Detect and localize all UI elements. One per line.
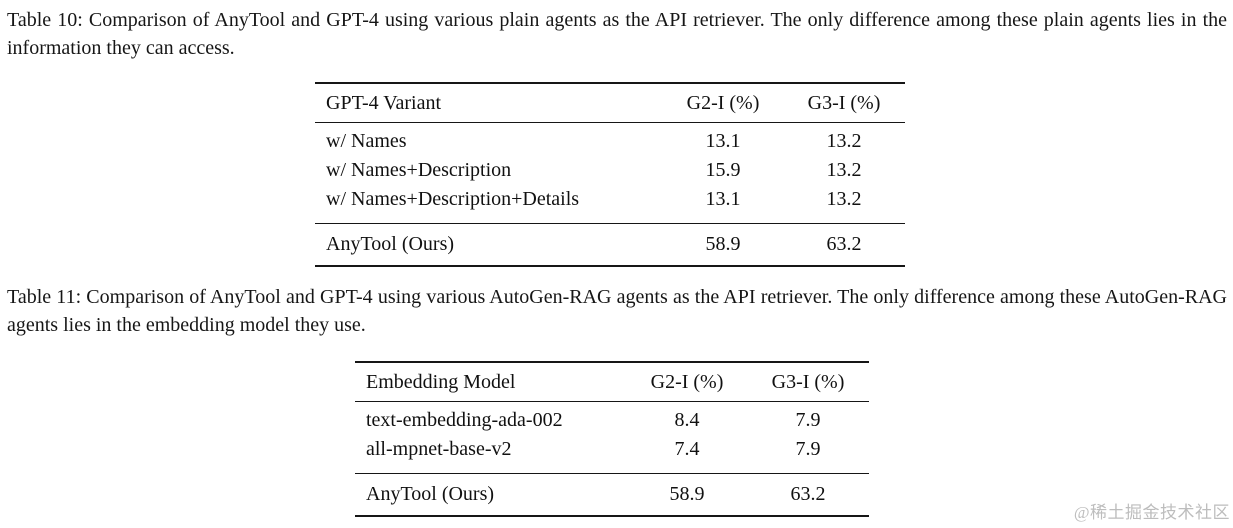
table-11-header-g3i: G3-I (%) [771, 370, 845, 393]
table-10-body: w/ Names 13.1 13.2 w/ Names+Description … [315, 123, 905, 223]
row-g2i-value: 7.4 [674, 438, 700, 460]
table-11-header-row: Embedding Model G2-I (%) G3-I (%) [355, 363, 869, 402]
table-row: all-mpnet-base-v2 7.4 7.9 [355, 435, 869, 464]
table-row: text-embedding-ada-002 8.4 7.9 [355, 406, 869, 435]
row-label: w/ Names [326, 130, 407, 152]
row-g2i-value: 15.9 [705, 159, 741, 181]
row-g3i-value: 63.2 [790, 483, 826, 505]
row-label: all-mpnet-base-v2 [366, 438, 512, 460]
row-label: AnyTool (Ours) [366, 483, 495, 505]
table-10-header-variant: GPT-4 Variant [326, 91, 441, 114]
row-label: AnyTool (Ours) [326, 233, 455, 255]
row-g3i-value: 63.2 [826, 233, 862, 255]
table-10-header-g3i: G3-I (%) [807, 91, 881, 114]
table-11-header-model: Embedding Model [366, 370, 516, 393]
row-g2i-value: 13.1 [705, 130, 741, 152]
row-g2i-value: 8.4 [674, 409, 700, 431]
table-10-caption: Table 10: Comparison of AnyTool and GPT-… [7, 9, 1227, 59]
row-label: w/ Names+Description [326, 159, 512, 181]
row-g2i-value: 58.9 [669, 483, 705, 505]
row-label: text-embedding-ada-002 [366, 409, 563, 431]
table-row: w/ Names+Description+Details 13.1 13.2 [315, 185, 905, 214]
table-11: Embedding Model G2-I (%) G3-I (%) text-e… [355, 361, 869, 517]
juejin-watermark: @稀土掘金技术社区 [1073, 503, 1230, 522]
table-11-caption: Table 11: Comparison of AnyTool and GPT-… [7, 286, 1227, 336]
table-10-header-g2i: G2-I (%) [686, 91, 760, 114]
row-g3i-value: 7.9 [795, 438, 821, 460]
table-11-anytool-row: AnyTool (Ours) 58.9 63.2 [355, 474, 869, 515]
row-g3i-value: 13.2 [826, 159, 862, 181]
row-label: w/ Names+Description+Details [326, 188, 580, 210]
table-10-header-row: GPT-4 Variant G2-I (%) G3-I (%) [315, 84, 905, 123]
table-row: w/ Names+Description 15.9 13.2 [315, 156, 905, 185]
table-10-midrule [315, 223, 905, 224]
table-10-anytool-row: AnyTool (Ours) 58.9 63.2 [315, 224, 905, 265]
row-g3i-value: 13.2 [826, 130, 862, 152]
table-11-body: text-embedding-ada-002 8.4 7.9 all-mpnet… [355, 402, 869, 473]
row-g2i-value: 58.9 [705, 233, 741, 255]
table-10: GPT-4 Variant G2-I (%) G3-I (%) w/ Names… [315, 82, 905, 267]
row-g3i-value: 7.9 [795, 409, 821, 431]
row-g2i-value: 13.1 [705, 188, 741, 210]
table-row: w/ Names 13.1 13.2 [315, 127, 905, 156]
table-11-midrule [355, 473, 869, 474]
table-11-header-g2i: G2-I (%) [650, 370, 724, 393]
row-g3i-value: 13.2 [826, 188, 862, 210]
